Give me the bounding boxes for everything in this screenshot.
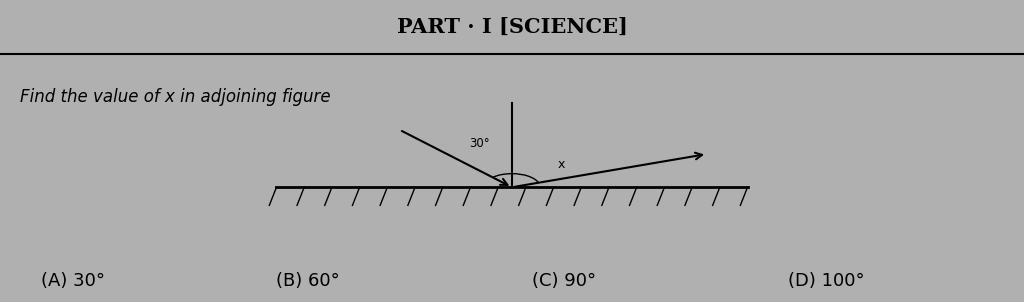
Text: x: x (557, 158, 565, 171)
Text: (C) 90°: (C) 90° (532, 272, 597, 290)
Text: (B) 60°: (B) 60° (276, 272, 340, 290)
Text: Find the value of x in adjoining figure: Find the value of x in adjoining figure (20, 88, 331, 106)
Text: (D) 100°: (D) 100° (788, 272, 865, 290)
Text: (A) 30°: (A) 30° (41, 272, 105, 290)
Text: PART · I [SCIENCE]: PART · I [SCIENCE] (396, 17, 628, 37)
Text: 30°: 30° (469, 137, 489, 150)
